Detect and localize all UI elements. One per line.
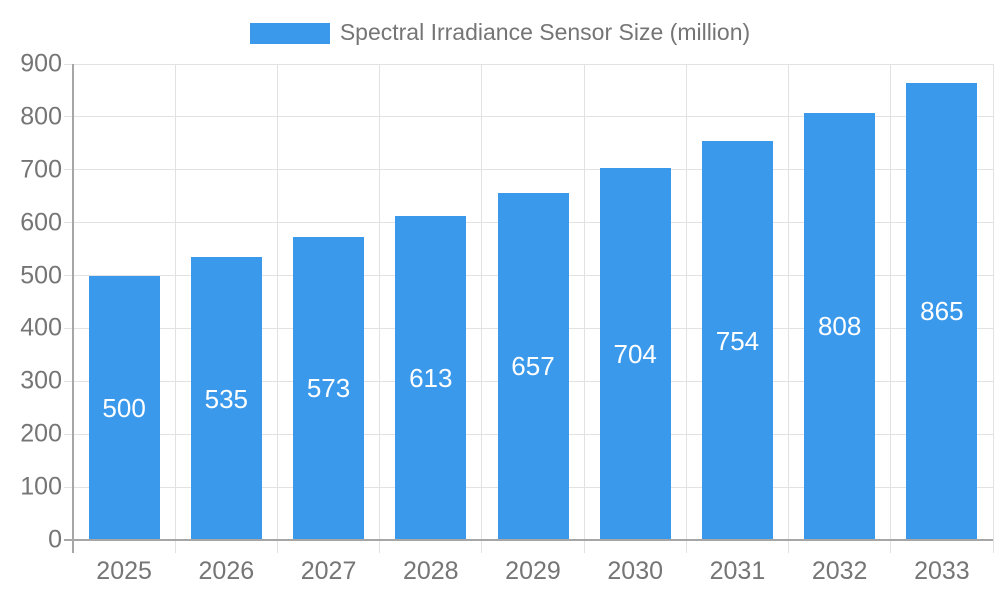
gridline-vertical — [685, 64, 687, 553]
x-tick-label: 2025 — [96, 557, 152, 585]
bar-value-label: 865 — [920, 296, 964, 327]
bar-value-label: 704 — [613, 338, 657, 369]
x-tick-label: 2031 — [709, 557, 766, 585]
plot-area: 500 535 573 613 657 704 754 808 865 — [64, 63, 994, 553]
y-axis-tick — [64, 327, 73, 329]
x-tick-label: 2029 — [505, 557, 561, 585]
bar-value-label: 573 — [306, 373, 351, 404]
x-tick-label: 2030 — [607, 557, 664, 585]
x-tick-label: 2033 — [914, 557, 970, 585]
gridline-vertical — [481, 64, 483, 553]
bar-value-label: 613 — [409, 362, 453, 393]
gridline-vertical — [890, 64, 892, 553]
y-tick-label: 500 — [20, 261, 62, 290]
bar-value-label: 657 — [511, 351, 555, 382]
x-tick-label: 2026 — [198, 557, 255, 585]
bar-value-label: 500 — [102, 392, 146, 423]
gridline-vertical — [174, 64, 176, 553]
y-tick-label: 0 — [48, 525, 62, 554]
bar-value-label: 754 — [715, 325, 760, 356]
y-axis-tick — [64, 433, 73, 435]
x-tick-label: 2028 — [402, 557, 459, 585]
legend-swatch — [249, 22, 330, 44]
bar: 535 — [190, 257, 262, 540]
x-axis-line — [64, 539, 993, 541]
bar-value-label: 535 — [204, 383, 249, 414]
bar: 613 — [395, 215, 467, 540]
chart-legend: Spectral Irradiance Sensor Size (million… — [0, 14, 1000, 52]
bar-value-label: 808 — [817, 311, 862, 342]
gridline-vertical — [276, 64, 278, 553]
legend-label: Spectral Irradiance Sensor Size (million… — [339, 19, 751, 46]
y-axis-tick — [64, 380, 73, 382]
x-tick-label: 2027 — [300, 557, 357, 585]
y-axis-tick — [64, 116, 73, 118]
gridline-vertical — [788, 64, 790, 553]
y-tick-label: 600 — [20, 208, 62, 237]
x-tick-label: 2032 — [811, 557, 868, 585]
bar: 500 — [88, 275, 160, 540]
y-axis-line — [72, 64, 74, 553]
y-tick-label: 100 — [20, 472, 62, 501]
bar: 865 — [906, 82, 978, 540]
gridline-horizontal — [73, 169, 993, 171]
bar: 808 — [804, 112, 876, 540]
y-tick-label: 200 — [20, 419, 62, 448]
gridline-vertical — [992, 64, 994, 553]
y-axis-tick — [64, 275, 73, 277]
bar: 657 — [497, 192, 569, 540]
y-axis-tick — [64, 169, 73, 171]
bar: 704 — [599, 167, 671, 540]
bar: 754 — [701, 141, 773, 540]
y-tick-label: 300 — [20, 366, 62, 395]
bar: 573 — [293, 236, 365, 540]
gridline-horizontal — [73, 116, 993, 118]
y-tick-label: 700 — [20, 155, 62, 184]
y-axis-tick — [64, 222, 73, 224]
y-tick-label: 800 — [20, 102, 62, 131]
y-axis-tick — [64, 486, 73, 488]
gridline-vertical — [379, 64, 381, 553]
y-axis-tick — [64, 63, 73, 65]
gridline-horizontal — [73, 63, 993, 65]
gridline-vertical — [583, 64, 585, 553]
y-tick-label: 400 — [20, 313, 62, 342]
y-tick-label: 900 — [20, 49, 62, 78]
